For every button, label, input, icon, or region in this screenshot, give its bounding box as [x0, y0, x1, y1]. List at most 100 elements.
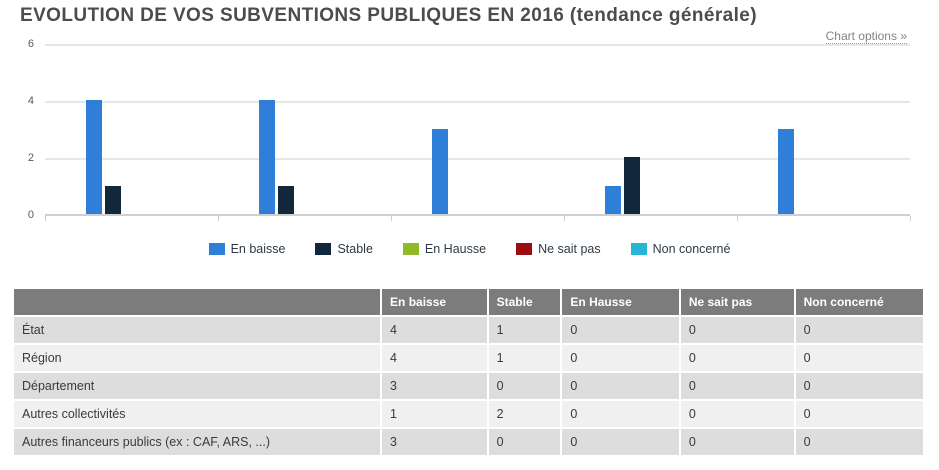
x-axis-tick — [910, 216, 911, 221]
column-header — [14, 289, 383, 317]
x-axis-tick — [564, 216, 565, 221]
value-cell: 0 — [680, 317, 796, 345]
bar-slot — [276, 45, 295, 214]
bar-slot — [795, 45, 814, 214]
bar-slot — [314, 45, 333, 214]
bar-slot — [103, 45, 122, 214]
bar-slot — [641, 45, 660, 214]
value-cell: 0 — [795, 429, 925, 457]
value-cell: 1 — [488, 345, 563, 373]
value-cell: 0 — [680, 345, 796, 373]
category-group — [564, 45, 737, 214]
legend-label: En Hausse — [424, 242, 487, 256]
y-axis-tick-label: 0 — [27, 209, 34, 221]
value-cell: 4 — [382, 345, 489, 373]
x-axis-tick — [45, 216, 46, 221]
value-cell: 0 — [795, 373, 925, 401]
value-cell: 0 — [488, 373, 563, 401]
bar-slot — [622, 45, 641, 214]
legend-swatch — [516, 243, 533, 255]
legend-swatch — [208, 243, 225, 255]
page-title: EVOLUTION DE VOS SUBVENTIONS PUBLIQUES E… — [20, 5, 757, 26]
bar-slot — [660, 45, 679, 214]
value-cell: 0 — [680, 429, 796, 457]
y-axis-tick-label: 4 — [27, 95, 34, 107]
value-cell: 4 — [382, 317, 489, 345]
row-label-cell: Autres collectivités — [14, 401, 383, 429]
value-cell: 0 — [562, 373, 681, 401]
plot-area — [45, 44, 911, 221]
value-cell: 0 — [795, 345, 925, 373]
gridline — [45, 158, 910, 160]
row-label-cell: Région — [14, 345, 383, 373]
chart-options-link[interactable]: Chart options » — [825, 29, 907, 44]
category-group — [391, 45, 564, 214]
bar-slot — [468, 45, 487, 214]
value-cell: 0 — [795, 401, 925, 429]
gridline — [45, 44, 910, 46]
bar-slot — [487, 45, 506, 214]
value-cell: 1 — [488, 317, 563, 345]
bar[interactable] — [623, 157, 640, 214]
bar-slot — [449, 45, 468, 214]
legend-item[interactable]: Ne sait pas — [516, 242, 601, 256]
value-cell: 0 — [562, 317, 681, 345]
bar-slot — [603, 45, 622, 214]
legend-item[interactable]: En Hausse — [402, 242, 487, 256]
row-label-cell: État — [14, 317, 383, 345]
column-header: Stable — [488, 289, 563, 317]
bar[interactable] — [104, 185, 121, 214]
value-cell: 0 — [562, 345, 681, 373]
legend-item[interactable]: En baisse — [208, 242, 286, 256]
table-row: Département 3 0 0 0 0 — [14, 373, 925, 401]
legend-label: Stable — [337, 242, 373, 256]
row-label-cell: Département — [14, 373, 383, 401]
legend-swatch — [315, 243, 332, 255]
column-header: En baisse — [382, 289, 489, 317]
value-cell: 0 — [680, 373, 796, 401]
value-cell: 0 — [562, 401, 681, 429]
bar-slot — [506, 45, 525, 214]
row-label-cell: Autres financeurs publics (ex : CAF, ARS… — [14, 429, 383, 457]
bar[interactable] — [604, 185, 621, 214]
table-header-row: En baisse Stable En Hausse Ne sait pas Non c… — [14, 289, 925, 317]
y-axis-tick-label: 6 — [27, 38, 34, 50]
x-axis-tick — [391, 216, 392, 221]
gridline — [45, 101, 910, 103]
bar-slot — [776, 45, 795, 214]
bar[interactable] — [431, 128, 448, 214]
bar[interactable] — [258, 100, 275, 214]
value-cell: 0 — [795, 317, 925, 345]
value-cell: 2 — [488, 401, 563, 429]
bar-slot — [141, 45, 160, 214]
legend-label: Ne sait pas — [538, 242, 601, 256]
bar[interactable] — [85, 100, 102, 214]
value-cell: 0 — [488, 429, 563, 457]
bar-slot — [333, 45, 352, 214]
legend-swatch — [630, 243, 647, 255]
x-axis-tick — [218, 216, 219, 221]
legend-label: Non concerné — [652, 242, 731, 256]
bar[interactable] — [777, 128, 794, 214]
table-row: Autres financeurs publics (ex : CAF, ARS… — [14, 429, 925, 457]
bar-slot — [84, 45, 103, 214]
table-row: Région 4 1 0 0 0 — [14, 345, 925, 373]
y-axis-tick-label: 2 — [27, 152, 34, 164]
x-axis-tick — [737, 216, 738, 221]
bar-slot — [852, 45, 871, 214]
legend-item[interactable]: Non concerné — [630, 242, 731, 256]
data-table: En baisse Stable En Hausse Ne sait pas Non c… — [14, 289, 925, 457]
category-group — [218, 45, 391, 214]
bar-slot — [679, 45, 698, 214]
value-cell: 3 — [382, 429, 489, 457]
category-group — [45, 45, 218, 214]
legend-item[interactable]: Stable — [315, 242, 373, 256]
bar-slot — [814, 45, 833, 214]
legend-label: En baisse — [230, 242, 286, 256]
bar-slot — [430, 45, 449, 214]
legend-swatch — [402, 243, 419, 255]
bar[interactable] — [277, 185, 294, 214]
value-cell: 0 — [562, 429, 681, 457]
category-group — [737, 45, 910, 214]
